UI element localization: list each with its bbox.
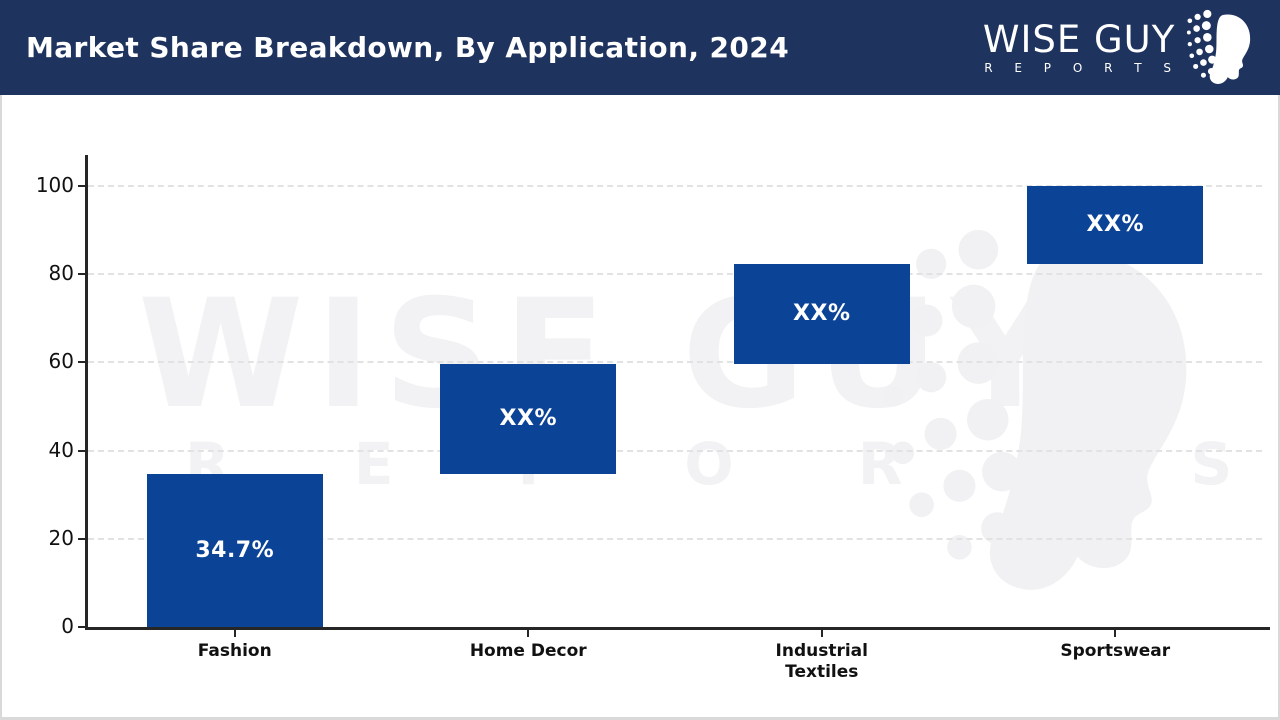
y-axis-spine: [85, 155, 88, 630]
y-tick-label: 0: [61, 614, 74, 638]
bar-home-decor: XX%: [440, 363, 617, 474]
y-tick-mark: [78, 449, 87, 452]
y-tick-label: 100: [35, 173, 74, 197]
gridline: [88, 273, 1262, 276]
x-tick-mark: [527, 630, 530, 637]
x-tick-label: Fashion: [197, 641, 272, 661]
y-tick-mark: [78, 273, 87, 276]
x-tick-mark: [820, 630, 823, 637]
y-tick-label: 40: [48, 437, 74, 462]
y-tick-mark: [78, 185, 87, 187]
brand-logo-text: WISE GUY R E P O R T S: [978, 21, 1180, 74]
y-tick-mark: [78, 537, 87, 540]
x-tick-mark: [233, 630, 236, 637]
bar-industrial-textiles: XX%: [733, 263, 910, 364]
x-tick-label: Industrial Textiles: [775, 641, 868, 683]
bar-fashion: 34.7%: [146, 473, 323, 627]
x-tick-label: Sportswear: [1060, 641, 1171, 661]
bar-value-label: XX%: [793, 301, 851, 327]
y-tick-mark: [78, 626, 87, 628]
x-tick-mark: [1114, 630, 1117, 637]
gridline: [88, 185, 1262, 187]
y-tick-label: 60: [48, 349, 74, 374]
gridline: [88, 537, 1262, 540]
gridline: [88, 361, 1262, 364]
bar-value-label: XX%: [499, 406, 557, 432]
brand-logo: WISE GUY R E P O R T S: [978, 9, 1254, 87]
bar-sportswear: XX%: [1027, 186, 1204, 264]
page-title: Market Share Breakdown, By Application, …: [26, 31, 790, 64]
bar-value-label: XX%: [1086, 212, 1144, 238]
dotted-head-icon: [1186, 9, 1251, 84]
gridline: [88, 449, 1262, 452]
y-tick-mark: [78, 361, 87, 364]
header-bar: Market Share Breakdown, By Application, …: [0, 0, 1280, 95]
plot-area: 34.7% XX% XX% XX%: [88, 185, 1262, 627]
brand-name: WISE GUY: [982, 18, 1176, 61]
x-axis-spine: [85, 627, 1270, 630]
bar-value-label: 34.7%: [195, 537, 275, 563]
x-tick-label: Home Decor: [469, 641, 587, 661]
brand-subtitle: R E P O R T S: [984, 61, 1180, 75]
y-tick-label: 80: [48, 261, 74, 286]
y-tick-label: 20: [48, 525, 74, 550]
